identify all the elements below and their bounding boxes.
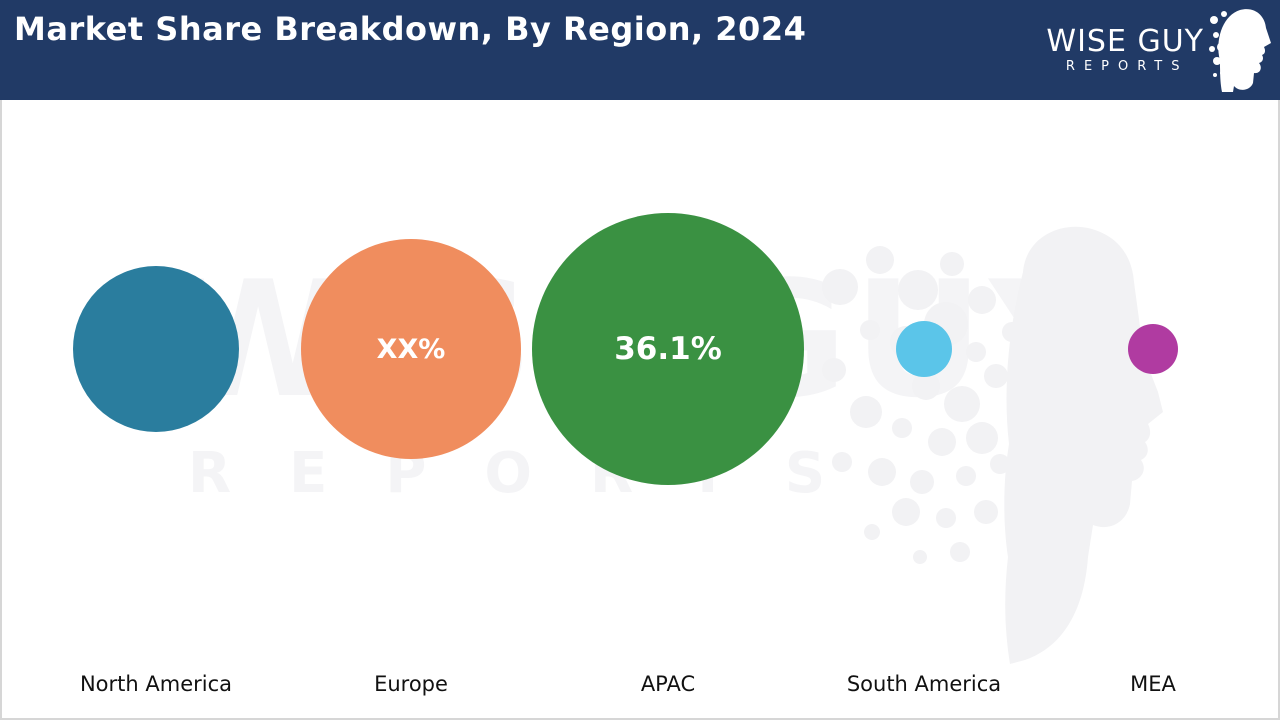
watermark-text-line2: REPORTS [188, 441, 884, 506]
bubble-apac: 36.1% [532, 213, 804, 485]
header-bar: Market Share Breakdown, By Region, 2024 … [0, 0, 1280, 100]
bubble-mea [1128, 324, 1178, 374]
category-label-north-america: North America [79, 672, 233, 696]
wise-guy-logo: WISE GUY REPORTS [1046, 6, 1274, 92]
dotted-head-profile-icon [1209, 9, 1271, 92]
page-title: Market Share Breakdown, By Region, 2024 [14, 10, 807, 48]
logo-subtitle: REPORTS [1065, 58, 1189, 74]
logo-text: WISE GUY REPORTS [1046, 25, 1204, 74]
bubble-south-america [896, 321, 952, 377]
dotted-head-profile-watermark [822, 226, 1163, 664]
bubble-europe: XX% [301, 239, 521, 459]
category-label-apac: APAC [640, 672, 696, 696]
bubble-chart: WISE GUY REPORTS North AmericaXX%Europe3… [0, 100, 1280, 720]
bubble-value-label: XX% [376, 333, 446, 365]
category-label-mea: MEA [1130, 672, 1176, 696]
category-label-europe: Europe [374, 672, 448, 696]
logo-name: WISE GUY [1046, 23, 1204, 59]
category-label-south-america: South America [846, 672, 1002, 696]
bubble-north-america [73, 266, 239, 432]
bubble-value-label: 36.1% [614, 331, 722, 367]
